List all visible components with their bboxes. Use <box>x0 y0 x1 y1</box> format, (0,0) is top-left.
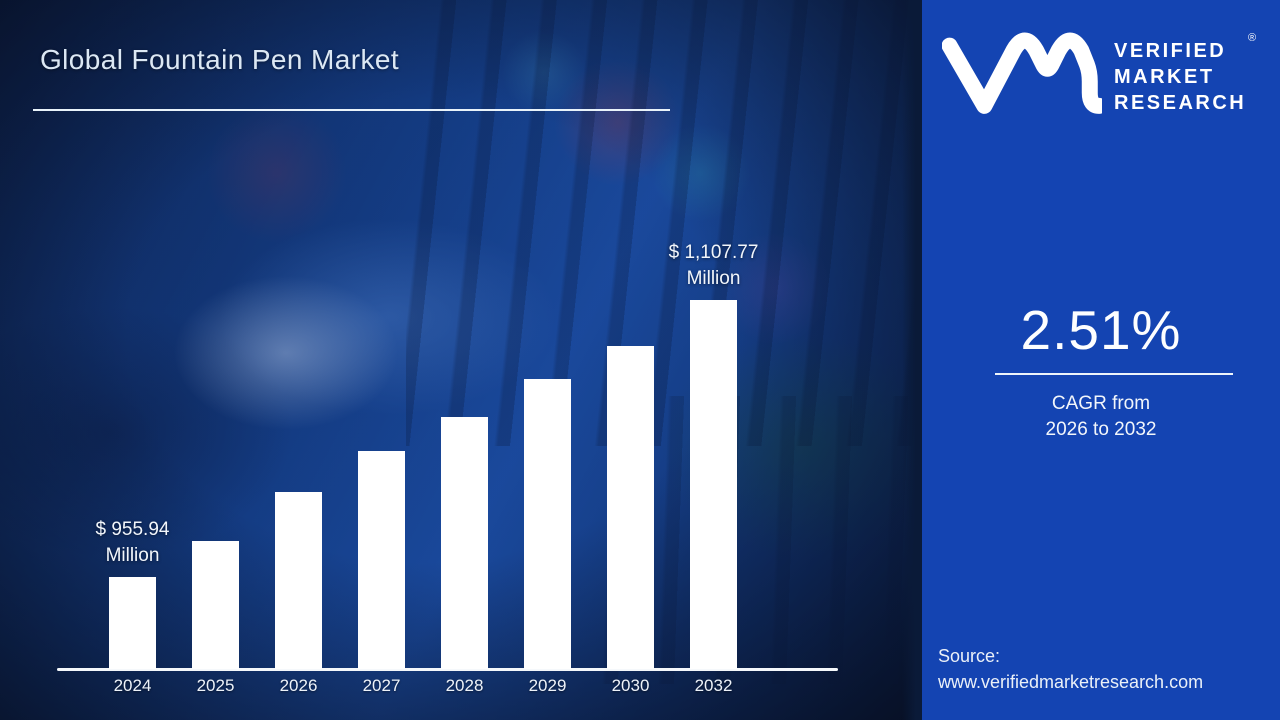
bar-2032 <box>690 300 737 669</box>
x-tick-2026: 2026 <box>279 676 318 695</box>
brand-line-market: MARKET <box>1114 66 1215 88</box>
bar-2027 <box>358 451 405 669</box>
bar-2030 <box>607 346 654 669</box>
bar-2024 <box>109 577 156 669</box>
cagr-label: CAGR from 2026 to 2032 <box>922 391 1280 443</box>
bar-2026 <box>275 492 322 669</box>
bar-2025 <box>192 541 239 669</box>
source-block: Source: www.verifiedmarketresearch.com <box>938 643 1203 695</box>
cagr-value: 2.51% <box>1020 299 1182 361</box>
chart-bars: $ 955.94 Million $ 1,107.77 Million <box>57 0 838 671</box>
x-tick-2027: 2027 <box>362 676 401 695</box>
chart-x-ticks: 2024 2025 2026 2027 2028 2029 2030 2032 <box>57 676 838 702</box>
x-tick-2024: 2024 <box>113 676 152 695</box>
bar-2029 <box>524 379 571 669</box>
bar-value-label-2024: $ 955.94 Million <box>95 519 170 566</box>
vm-monogram-icon <box>942 32 1102 114</box>
registered-trademark-icon: ® <box>1248 32 1257 44</box>
title-underline <box>33 109 670 111</box>
page-title: Global Fountain Pen Market <box>40 44 400 75</box>
cagr-label-line2: 2026 to 2032 <box>1045 419 1157 440</box>
x-tick-2030: 2030 <box>611 676 650 695</box>
source-label: Source: <box>938 646 1001 666</box>
brand-wordmark: VERIFIED MARKET RESEARCH <box>1114 38 1246 116</box>
chart-baseline <box>57 668 838 671</box>
background-photo <box>0 0 922 720</box>
brand-panel: VERIFIED MARKET RESEARCH ® 2.51% CAGR fr… <box>922 0 1280 720</box>
bar-2028 <box>441 417 488 669</box>
brand-line-research: RESEARCH <box>1114 92 1247 114</box>
cagr-label-line1: CAGR from <box>1051 393 1151 414</box>
cagr-underline <box>995 373 1233 375</box>
x-tick-2025: 2025 <box>196 676 235 695</box>
brand-line-verified: VERIFIED <box>1114 40 1227 62</box>
source-url-link[interactable]: www.verifiedmarketresearch.com <box>938 672 1204 692</box>
bar-value-label-2032: $ 1,107.77 Million <box>668 242 759 289</box>
shelf-stripes-decor <box>405 0 922 447</box>
x-tick-2029: 2029 <box>528 676 567 695</box>
x-tick-2028: 2028 <box>445 676 484 695</box>
panel-edge-shadow <box>902 0 922 720</box>
x-tick-2032: 2032 <box>694 676 733 695</box>
